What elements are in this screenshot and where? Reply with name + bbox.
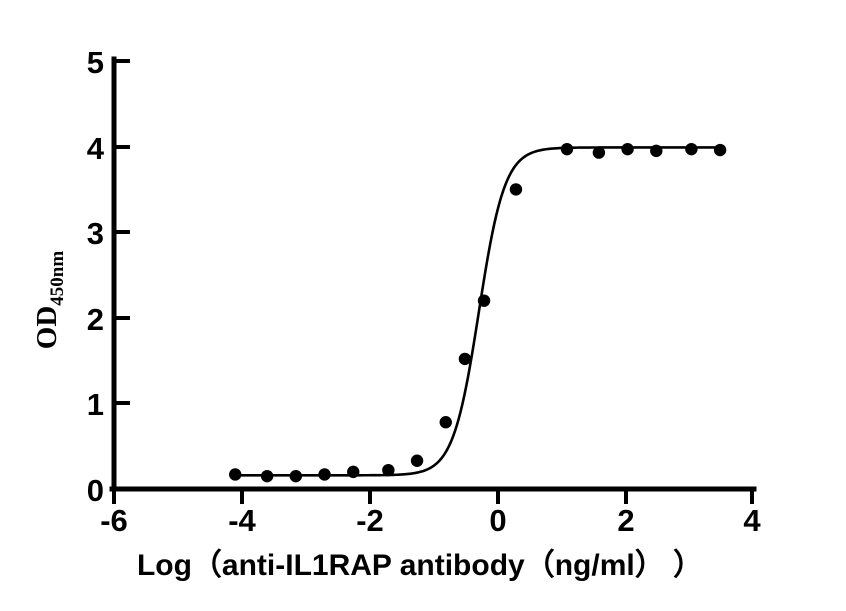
y-axis-ticks <box>114 59 130 491</box>
x-axis-ticks <box>112 489 754 504</box>
data-point <box>560 142 574 156</box>
data-point <box>592 146 606 159</box>
x-axis-title: Log（anti-IL1RAP antibody（ng/ml） ） <box>137 548 703 582</box>
data-point <box>260 469 274 483</box>
y-axis-title-main: OD450nm <box>31 251 68 350</box>
fitted-sigmoid-curve <box>233 146 725 477</box>
y-tick-label-3: 3 <box>87 216 104 251</box>
data-point <box>458 352 472 366</box>
y-tick-label-2: 2 <box>87 302 104 337</box>
data-point <box>318 468 331 481</box>
data-point <box>713 143 727 157</box>
y-tick-label-5: 5 <box>87 45 104 80</box>
y-tick-label-1: 1 <box>87 387 104 422</box>
data-point <box>229 468 242 481</box>
x-tick-label-neg2: -2 <box>356 503 384 538</box>
data-point <box>382 463 395 477</box>
y-axis-title: OD450nm <box>31 251 68 350</box>
data-point-group <box>229 142 727 483</box>
x-tick-label-2: 2 <box>617 503 634 538</box>
data-point <box>439 416 452 429</box>
data-point <box>347 465 360 479</box>
data-point <box>621 142 634 156</box>
x-axis-tick-labels: -6 -4 -2 0 2 4 <box>100 503 761 538</box>
y-axis-title-main-text: OD <box>31 306 63 350</box>
data-point <box>410 454 424 467</box>
x-tick-label-neg6: -6 <box>100 503 128 538</box>
y-axis-tick-labels: 5 4 3 2 1 0 <box>87 45 105 508</box>
data-point <box>477 294 491 307</box>
data-point <box>509 183 523 196</box>
y-tick-label-4: 4 <box>87 131 105 166</box>
data-point <box>650 144 663 158</box>
x-tick-label-neg4: -4 <box>228 503 256 538</box>
x-tick-label-0: 0 <box>489 503 506 538</box>
data-point <box>685 142 698 156</box>
data-point <box>289 469 303 483</box>
x-tick-label-4: 4 <box>743 503 761 538</box>
y-axis-title-subscript: 450nm <box>47 251 68 306</box>
y-tick-label-0: 0 <box>87 473 104 508</box>
